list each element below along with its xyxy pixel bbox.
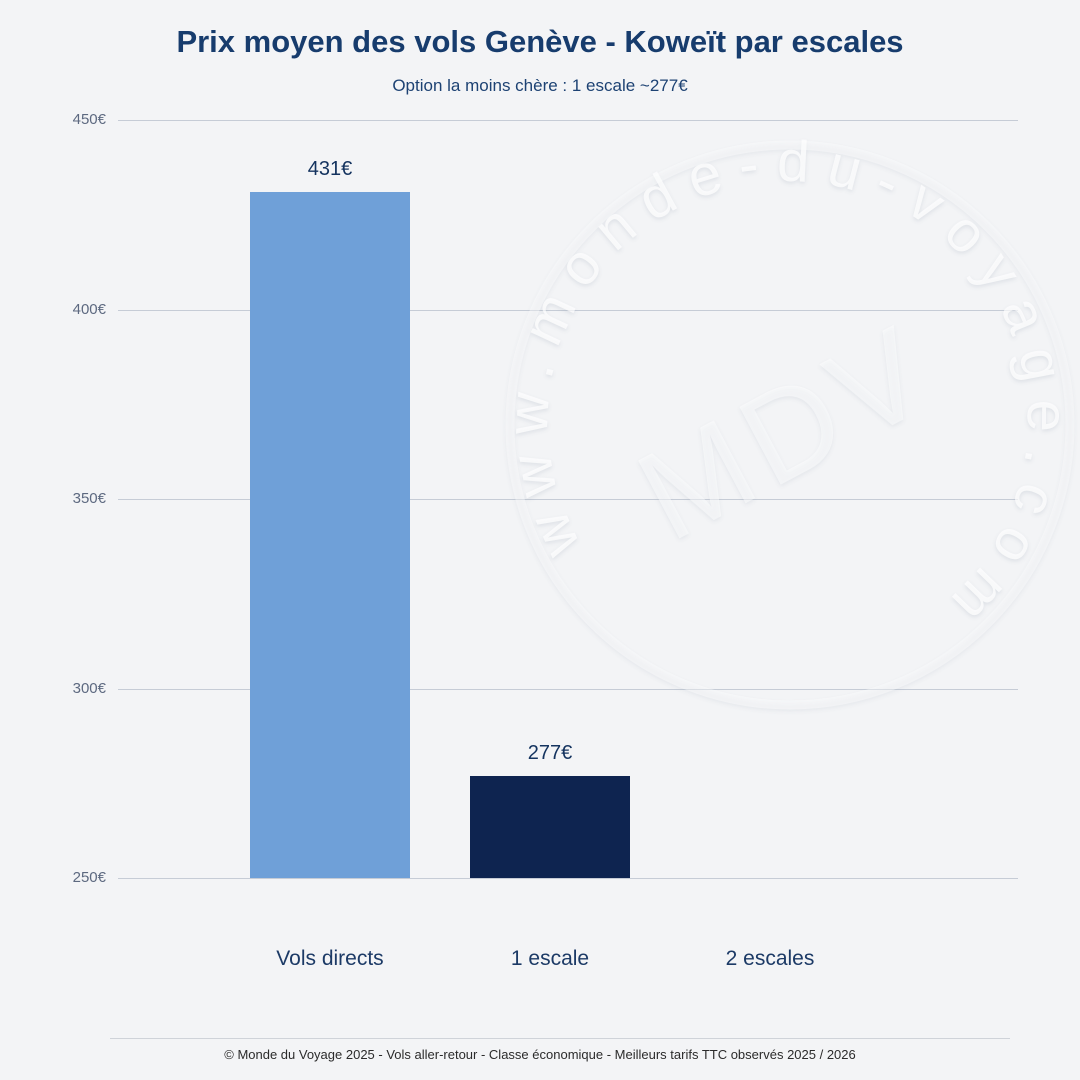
x-axis-label: 1 escale bbox=[510, 947, 590, 970]
y-tick-label: 450€ bbox=[72, 111, 106, 128]
bar-value-label: 431€ bbox=[307, 158, 353, 180]
gridline bbox=[118, 309, 1018, 311]
x-axis-label: Vols directs bbox=[276, 947, 384, 970]
page-title: Prix moyen des vols Genève - Koweït par … bbox=[176, 24, 904, 59]
y-tick-label: 400€ bbox=[72, 300, 106, 318]
gridline bbox=[118, 688, 1018, 690]
bar-value-label: 277€ bbox=[527, 741, 573, 764]
gridline bbox=[118, 499, 1018, 500]
y-tick-label: 350€ bbox=[72, 490, 106, 507]
x-axis-label: 2 escales bbox=[725, 947, 815, 970]
gridline bbox=[118, 120, 1018, 121]
y-tick-label: 300€ bbox=[72, 679, 106, 697]
page-subtitle: Option la moins chère : 1 escale ~277€ bbox=[392, 76, 688, 95]
footer-divider bbox=[110, 1038, 1010, 1039]
footer-text: © Monde du Voyage 2025 - Vols aller-reto… bbox=[224, 1047, 856, 1062]
bar-1-escale bbox=[470, 775, 630, 878]
y-tick-label: 250€ bbox=[72, 869, 106, 886]
bar-vols-directs bbox=[250, 192, 410, 878]
gridline bbox=[118, 878, 1018, 879]
